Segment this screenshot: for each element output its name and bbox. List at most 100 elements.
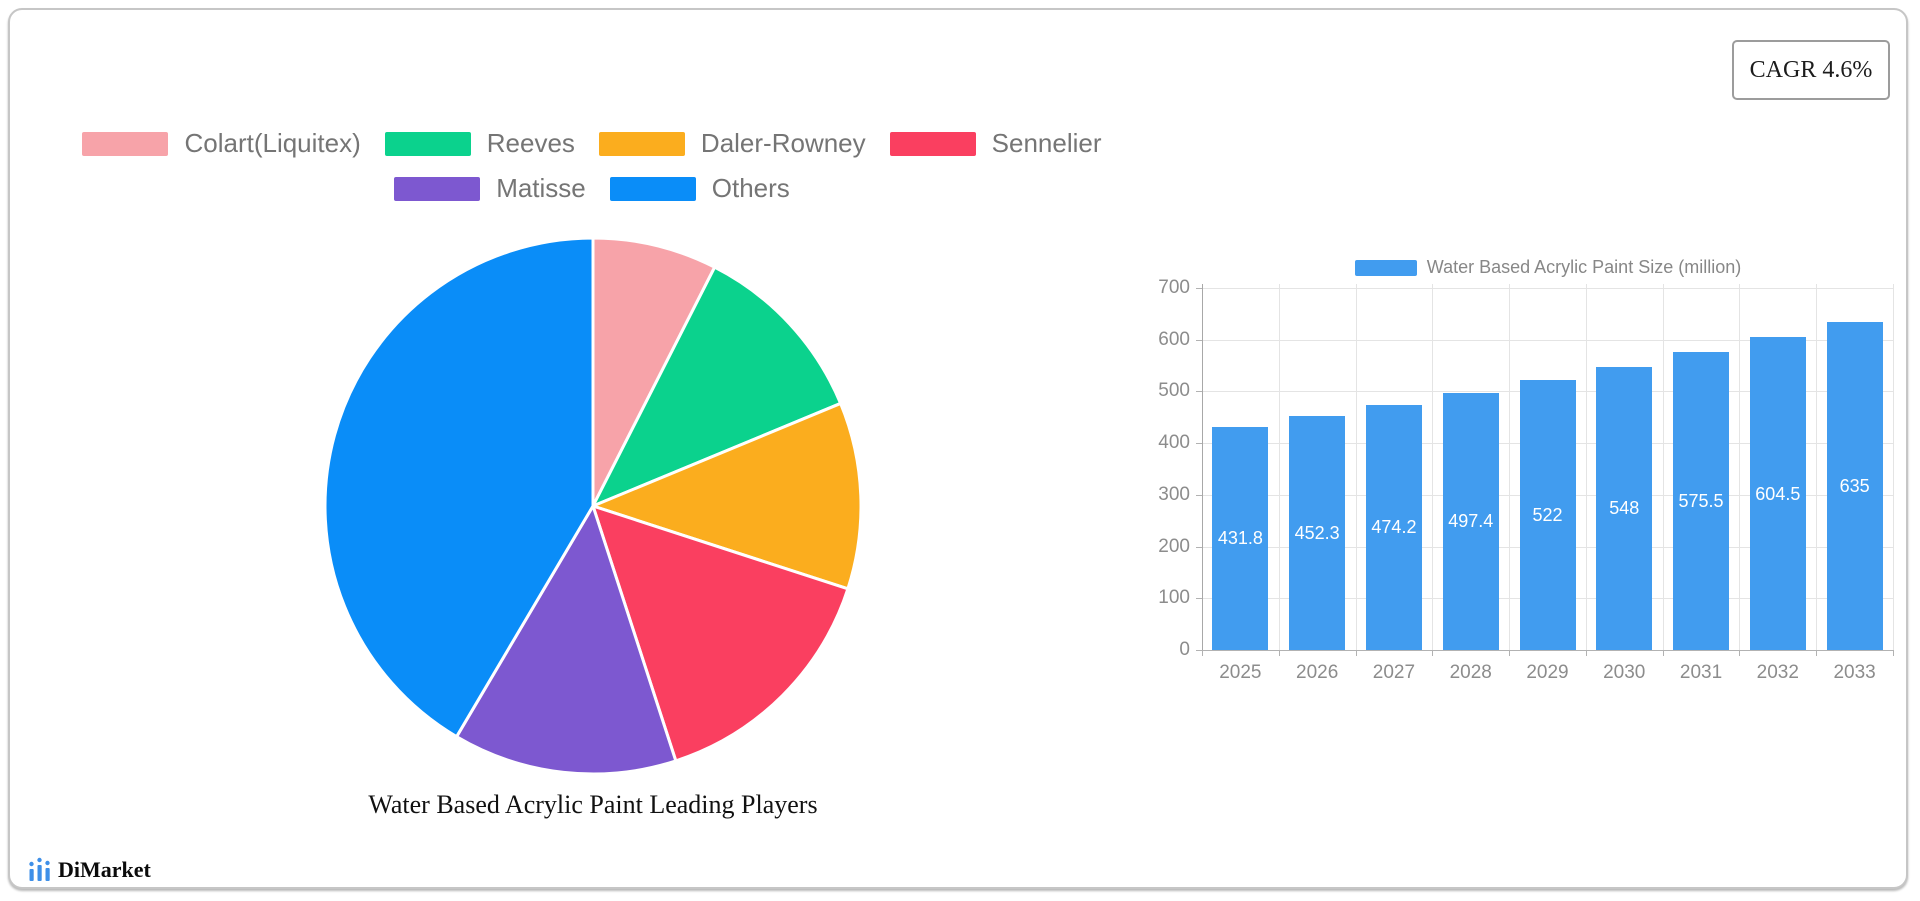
y-tick: [1196, 650, 1202, 651]
x-tick: [1278, 650, 1280, 656]
pie-slice-colart-liquitex: [591, 236, 717, 508]
y-axis-label: 500: [1158, 380, 1190, 402]
bar-legend-swatch: [1354, 259, 1417, 276]
v-gridline: [1432, 284, 1434, 650]
x-tick: [1585, 650, 1587, 656]
bar-2030: [1596, 366, 1653, 650]
v-gridline: [1662, 284, 1664, 650]
bar-value-label: 575.5: [1678, 491, 1724, 512]
bar-2033: [1826, 321, 1883, 650]
x-axis-label: 2027: [1372, 662, 1416, 683]
pie-slice-others: [323, 236, 595, 739]
x-tick: [1816, 650, 1818, 656]
y-axis-label: 700: [1158, 277, 1190, 298]
bar-value-label: 497.4: [1448, 511, 1494, 532]
y-axis-line: [1202, 284, 1203, 650]
y-axis-label: 100: [1158, 587, 1190, 609]
bar-chart-icon: [29, 857, 50, 881]
v-gridline: [1585, 284, 1587, 650]
y-tick: [1196, 339, 1202, 341]
h-gridline: [1202, 339, 1893, 341]
y-tick: [1196, 288, 1202, 289]
bar-2026: [1289, 416, 1346, 650]
bar-value-label: 635: [1839, 475, 1870, 496]
legend-label: Daler-Rowney: [700, 128, 866, 158]
h-gridline: [1202, 288, 1893, 289]
bar-2025: [1212, 426, 1269, 650]
x-axis-label: 2031: [1679, 662, 1723, 683]
v-gridline: [1278, 284, 1280, 650]
legend-swatch-daler-rowney: [598, 131, 685, 156]
v-gridline: [1509, 284, 1511, 650]
v-gridline: [1893, 284, 1894, 650]
x-axis-label: 2026: [1296, 662, 1339, 683]
x-axis-label: 2028: [1449, 662, 1492, 683]
bar-2032: [1749, 337, 1806, 650]
legend-swatch-others: [609, 176, 696, 201]
y-axis-label: 200: [1158, 535, 1190, 557]
x-axis-label: 2032: [1756, 662, 1799, 683]
y-tick: [1196, 391, 1202, 393]
brand-name: DiMarket: [58, 857, 151, 882]
x-tick: [1662, 650, 1664, 656]
legend-label: Sennelier: [991, 128, 1102, 158]
pie-slice-sennelier: [591, 504, 850, 763]
y-axis-label: 300: [1158, 483, 1190, 505]
x-tick: [1739, 650, 1741, 656]
x-tick: [1355, 650, 1357, 656]
pie-slice-daler-rowney: [591, 401, 863, 591]
brand-logo: DiMarket: [28, 857, 151, 883]
legend-item-sennelier: Sennelier: [889, 128, 1102, 159]
pie-legend: Colart(Liquitex) Reeves Daler-Rowney Sennel…: [37, 128, 1147, 218]
bar-value-label: 548: [1609, 498, 1640, 519]
legend-item-reeves: Reeves: [384, 128, 575, 159]
legend-item-matisse: Matisse: [394, 173, 586, 204]
bar-value-label: 604.5: [1755, 483, 1801, 504]
y-tick: [1196, 546, 1202, 548]
pie-chart: [323, 236, 863, 776]
legend-swatch-sennelier: [889, 131, 976, 156]
y-tick: [1196, 598, 1202, 600]
v-gridline: [1355, 284, 1357, 650]
y-axis-label: 400: [1158, 432, 1190, 454]
bar-2031: [1673, 352, 1730, 650]
report-card: CAGR 4.6% Colart(Liquitex) Reeves Daler-Ro…: [8, 8, 1908, 889]
legend-swatch-reeves: [384, 131, 471, 156]
legend-item-daler-rowney: Daler-Rowney: [598, 128, 866, 159]
bar-2029: [1519, 380, 1576, 650]
bar-value-label: 452.3: [1294, 523, 1340, 544]
y-axis-label: 0: [1179, 639, 1190, 660]
y-tick: [1196, 443, 1202, 445]
bar-value-label: 431.8: [1217, 528, 1263, 549]
x-tick: [1893, 650, 1894, 656]
legend-item-others: Others: [609, 173, 790, 204]
legend-swatch-colart-liquitex: [82, 131, 169, 156]
legend-label: Others: [711, 173, 790, 203]
pie-slice-matisse: [455, 504, 678, 776]
x-axis-label: 2029: [1526, 662, 1569, 683]
bar-legend-label: Water Based Acrylic Paint Size (million): [1426, 257, 1742, 277]
x-tick: [1509, 650, 1511, 656]
legend-item-colart-liquitex: Colart(Liquitex): [82, 128, 361, 159]
x-axis-line: [1202, 650, 1893, 651]
legend-swatch-matisse: [394, 176, 481, 201]
bar-chart-legend: Water Based Acrylic Paint Size (million): [1202, 257, 1894, 278]
bar-plot-area: 0 100 200 300 400 500 600 700 431.8 2025 452.3 2026…: [1158, 277, 1894, 683]
legend-row: Matisse Others: [37, 173, 1147, 204]
v-gridline: [1816, 284, 1818, 650]
x-axis-label: 2030: [1603, 662, 1646, 683]
bar-2028: [1442, 392, 1499, 650]
bar-value-label: 474.2: [1371, 517, 1417, 538]
x-axis-label: 2025: [1219, 662, 1262, 683]
bar-chart: Water Based Acrylic Paint Size (million)…: [1158, 250, 1894, 690]
legend-label: Colart(Liquitex): [184, 128, 361, 158]
legend-label: Matisse: [496, 173, 586, 203]
y-tick: [1196, 494, 1202, 496]
v-gridline: [1739, 284, 1741, 650]
x-tick: [1432, 650, 1434, 656]
x-axis-label: 2033: [1833, 662, 1876, 683]
pie-chart-title: Water Based Acrylic Paint Leading Player…: [368, 790, 818, 819]
cagr-badge: CAGR 4.6%: [1732, 40, 1890, 100]
x-tick: [1202, 650, 1203, 656]
bar-value-label: 522: [1532, 505, 1563, 526]
